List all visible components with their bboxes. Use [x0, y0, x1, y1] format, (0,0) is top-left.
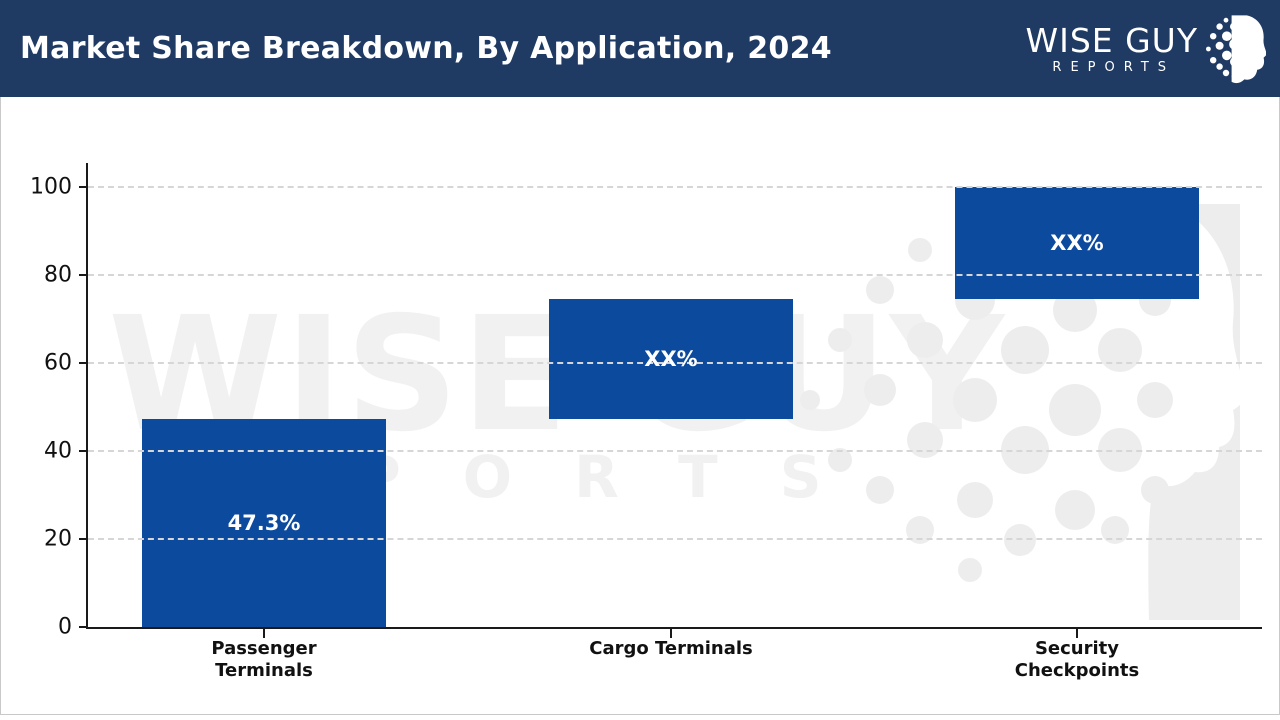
x-axis-line	[86, 627, 1262, 629]
category-label: Cargo Terminals	[511, 638, 831, 660]
y-tick-60	[79, 362, 88, 364]
category-label: Passenger Terminals	[104, 638, 424, 682]
dotted-face-icon	[1206, 15, 1266, 84]
category-label: Security Checkpoints	[917, 638, 1237, 682]
y-tick-label-60: 60	[44, 350, 72, 376]
y-tick-80	[79, 274, 88, 276]
y-tick-100	[79, 186, 88, 188]
x-tick	[1076, 629, 1078, 638]
logo-subtitle: REPORTS	[1052, 59, 1176, 75]
bar-value-label: XX%	[644, 346, 698, 371]
logo-wordmark: WISE GUY	[1025, 20, 1198, 60]
y-tick-label-100: 100	[30, 174, 72, 200]
bar-value-label: 47.3%	[227, 510, 301, 535]
wiseguy-logo: WISE GUY REPORTS	[1016, 6, 1266, 92]
x-tick	[263, 629, 265, 638]
y-tick-label-40: 40	[44, 438, 72, 464]
y-tick-20	[79, 538, 88, 540]
x-tick	[670, 629, 672, 638]
logo-text: WISE GUY REPORTS	[1025, 20, 1198, 75]
y-tick-0	[79, 626, 88, 628]
category-label-line: Checkpoints	[1014, 660, 1140, 681]
bar-segment	[142, 418, 386, 627]
y-axis-line	[86, 163, 88, 629]
category-label-line: Cargo Terminals	[589, 638, 753, 659]
category-label-line: Passenger	[211, 638, 317, 659]
page-title: Market Share Breakdown, By Application, …	[20, 31, 832, 66]
category-label-line: Terminals	[215, 660, 313, 681]
bar-segment	[549, 298, 793, 419]
y-tick-40	[79, 450, 88, 452]
header-bar: Market Share Breakdown, By Application, …	[0, 0, 1280, 97]
bar-value-label: XX%	[1050, 230, 1104, 255]
y-tick-label-0: 0	[58, 614, 72, 640]
category-label-line: Security	[1034, 638, 1120, 659]
y-tick-label-20: 20	[44, 526, 72, 552]
y-tick-label-80: 80	[44, 262, 72, 288]
